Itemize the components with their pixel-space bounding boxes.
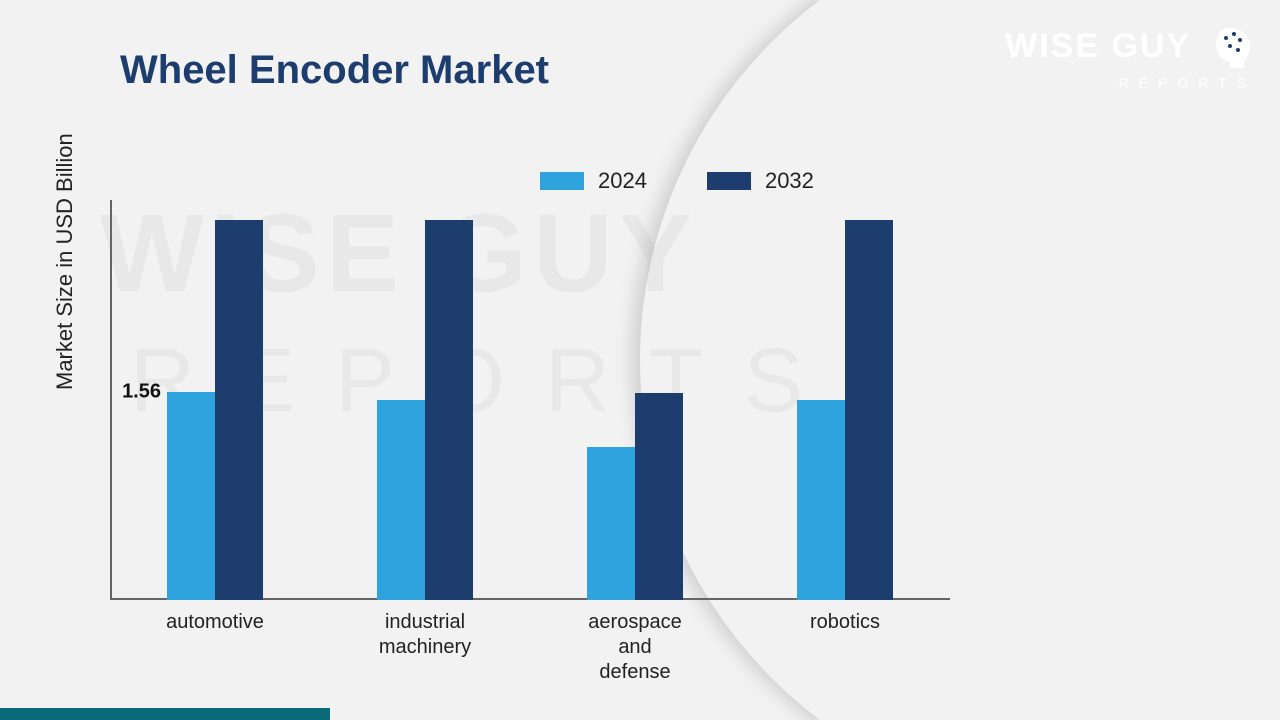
- bar: [167, 392, 215, 600]
- category-label: aerospaceanddefense: [545, 610, 725, 685]
- legend-swatch: [707, 172, 751, 190]
- chart-title: Wheel Encoder Market: [120, 48, 549, 93]
- value-label: 1.56: [122, 381, 161, 404]
- legend-item: 2032: [707, 168, 814, 194]
- bar: [635, 393, 683, 600]
- brand-logo: WISE GUY REPORTS: [1005, 24, 1256, 90]
- category-label: industrialmachinery: [335, 610, 515, 660]
- bar-group: industrialmachinery: [377, 220, 473, 600]
- y-axis-label: Market Size in USD Billion: [52, 133, 78, 390]
- bar: [587, 447, 635, 600]
- bar-group: aerospaceanddefense: [587, 393, 683, 600]
- legend-label: 2024: [598, 168, 647, 194]
- bar: [845, 220, 893, 600]
- bottom-accent-bar: [0, 708, 330, 720]
- chart-legend: 2024 2032: [540, 168, 814, 194]
- brain-head-icon: [1208, 24, 1256, 72]
- legend-swatch: [540, 172, 584, 190]
- bar: [425, 220, 473, 600]
- brand-line2: REPORTS: [1005, 76, 1256, 90]
- category-label: automotive: [125, 610, 305, 635]
- brand-line1: WISE GUY: [1005, 27, 1190, 65]
- bar-groups: automotive industrialmachinery aerospacean…: [110, 200, 950, 600]
- bar-group: automotive: [167, 220, 263, 600]
- bar-group: robotics: [797, 220, 893, 600]
- bar: [797, 400, 845, 600]
- legend-label: 2032: [765, 168, 814, 194]
- chart-canvas: Wheel Encoder Market WISE GUY REPORTS WI…: [0, 0, 1280, 720]
- plot-area: automotive industrialmachinery aerospacean…: [110, 200, 950, 600]
- legend-item: 2024: [540, 168, 647, 194]
- category-label: robotics: [755, 610, 935, 635]
- bar: [215, 220, 263, 600]
- bar: [377, 400, 425, 600]
